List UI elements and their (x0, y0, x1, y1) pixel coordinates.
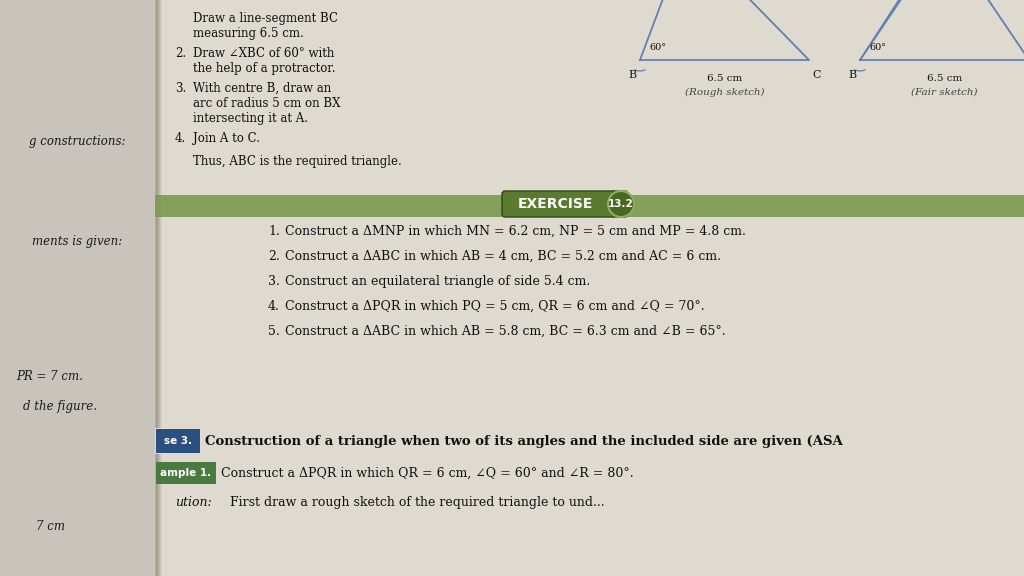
Text: Thus, ABC is the required triangle.: Thus, ABC is the required triangle. (193, 155, 401, 168)
Text: 5 cm: 5 cm (876, 0, 901, 2)
Text: 5.: 5. (268, 325, 280, 338)
Text: ution:: ution: (175, 496, 212, 509)
Bar (159, 0, 161, 576)
Text: Construct a ΔABC in which AB = 4 cm, BC = 5.2 cm and AC = 6 cm.: Construct a ΔABC in which AB = 4 cm, BC … (285, 250, 721, 263)
Text: arc of radius 5 cm on BX: arc of radius 5 cm on BX (193, 97, 341, 110)
Bar (158, 0, 160, 576)
Text: g constructions:: g constructions: (29, 135, 125, 148)
FancyBboxPatch shape (156, 429, 200, 453)
Text: PR = 7 cm.: PR = 7 cm. (16, 370, 83, 383)
Text: measuring 6.5 cm.: measuring 6.5 cm. (193, 27, 304, 40)
Bar (155, 195, 1024, 217)
Text: 3.: 3. (268, 275, 280, 288)
Text: 7 cm: 7 cm (36, 520, 65, 533)
Text: First draw a rough sketch of the required triangle to und...: First draw a rough sketch of the require… (230, 496, 604, 509)
FancyBboxPatch shape (502, 191, 628, 217)
Text: C: C (813, 70, 821, 80)
Text: 2.: 2. (175, 47, 186, 60)
Text: Construct an equilateral triangle of side 5.4 cm.: Construct an equilateral triangle of sid… (285, 275, 590, 288)
Bar (155, 428, 1024, 454)
Text: (Rough sketch): (Rough sketch) (685, 88, 764, 97)
Text: 3.: 3. (175, 82, 186, 95)
Bar (155, 0, 157, 576)
Bar (157, 0, 159, 576)
Text: 4.: 4. (268, 300, 280, 313)
Text: the help of a protractor.: the help of a protractor. (193, 62, 336, 75)
Text: 5 cm: 5 cm (637, 0, 663, 2)
Text: Construct a ΔPQR in which QR = 6 cm, ∠Q = 60° and ∠R = 80°.: Construct a ΔPQR in which QR = 6 cm, ∠Q … (221, 467, 634, 479)
Circle shape (608, 191, 634, 217)
Text: Draw ∠XBC of 60° with: Draw ∠XBC of 60° with (193, 47, 335, 60)
Bar (156, 0, 158, 576)
Text: se 3.: se 3. (164, 436, 193, 446)
Text: Join A to C.: Join A to C. (193, 132, 260, 145)
Text: ample 1.: ample 1. (161, 468, 212, 478)
FancyBboxPatch shape (156, 462, 216, 484)
Text: 60°: 60° (649, 44, 667, 52)
Text: 13.2: 13.2 (608, 199, 634, 209)
Text: (Fair sketch): (Fair sketch) (911, 88, 978, 97)
Text: EXERCISE: EXERCISE (518, 197, 593, 211)
Bar (160, 0, 162, 576)
Bar (0, 0, 155, 576)
Text: 4.: 4. (175, 132, 186, 145)
Text: With centre B, draw an: With centre B, draw an (193, 82, 331, 95)
Text: Construct a ΔMNP in which MN = 6.2 cm, NP = 5 cm and MP = 4.8 cm.: Construct a ΔMNP in which MN = 6.2 cm, N… (285, 225, 745, 238)
Text: 6.5 cm: 6.5 cm (927, 74, 963, 83)
Text: 6.5 cm: 6.5 cm (707, 74, 742, 83)
Text: 2.: 2. (268, 250, 280, 263)
Text: Draw a line-segment BC: Draw a line-segment BC (193, 12, 338, 25)
Text: Construct a ΔPQR in which PQ = 5 cm, QR = 6 cm and ∠Q = 70°.: Construct a ΔPQR in which PQ = 5 cm, QR … (285, 300, 705, 313)
Bar (155, 0, 1024, 576)
Text: 1.: 1. (268, 225, 280, 238)
Text: B: B (628, 70, 636, 80)
Text: d the figure.: d the figure. (23, 400, 97, 413)
Text: Construction of a triangle when two of its angles and the included side are give: Construction of a triangle when two of i… (205, 434, 843, 448)
Text: ments is given:: ments is given: (32, 235, 122, 248)
Text: Construct a ΔABC in which AB = 5.8 cm, BC = 6.3 cm and ∠B = 65°.: Construct a ΔABC in which AB = 5.8 cm, B… (285, 325, 726, 338)
Text: 60°: 60° (869, 44, 887, 52)
Text: intersecting it at A.: intersecting it at A. (193, 112, 308, 125)
Text: B: B (848, 70, 856, 80)
